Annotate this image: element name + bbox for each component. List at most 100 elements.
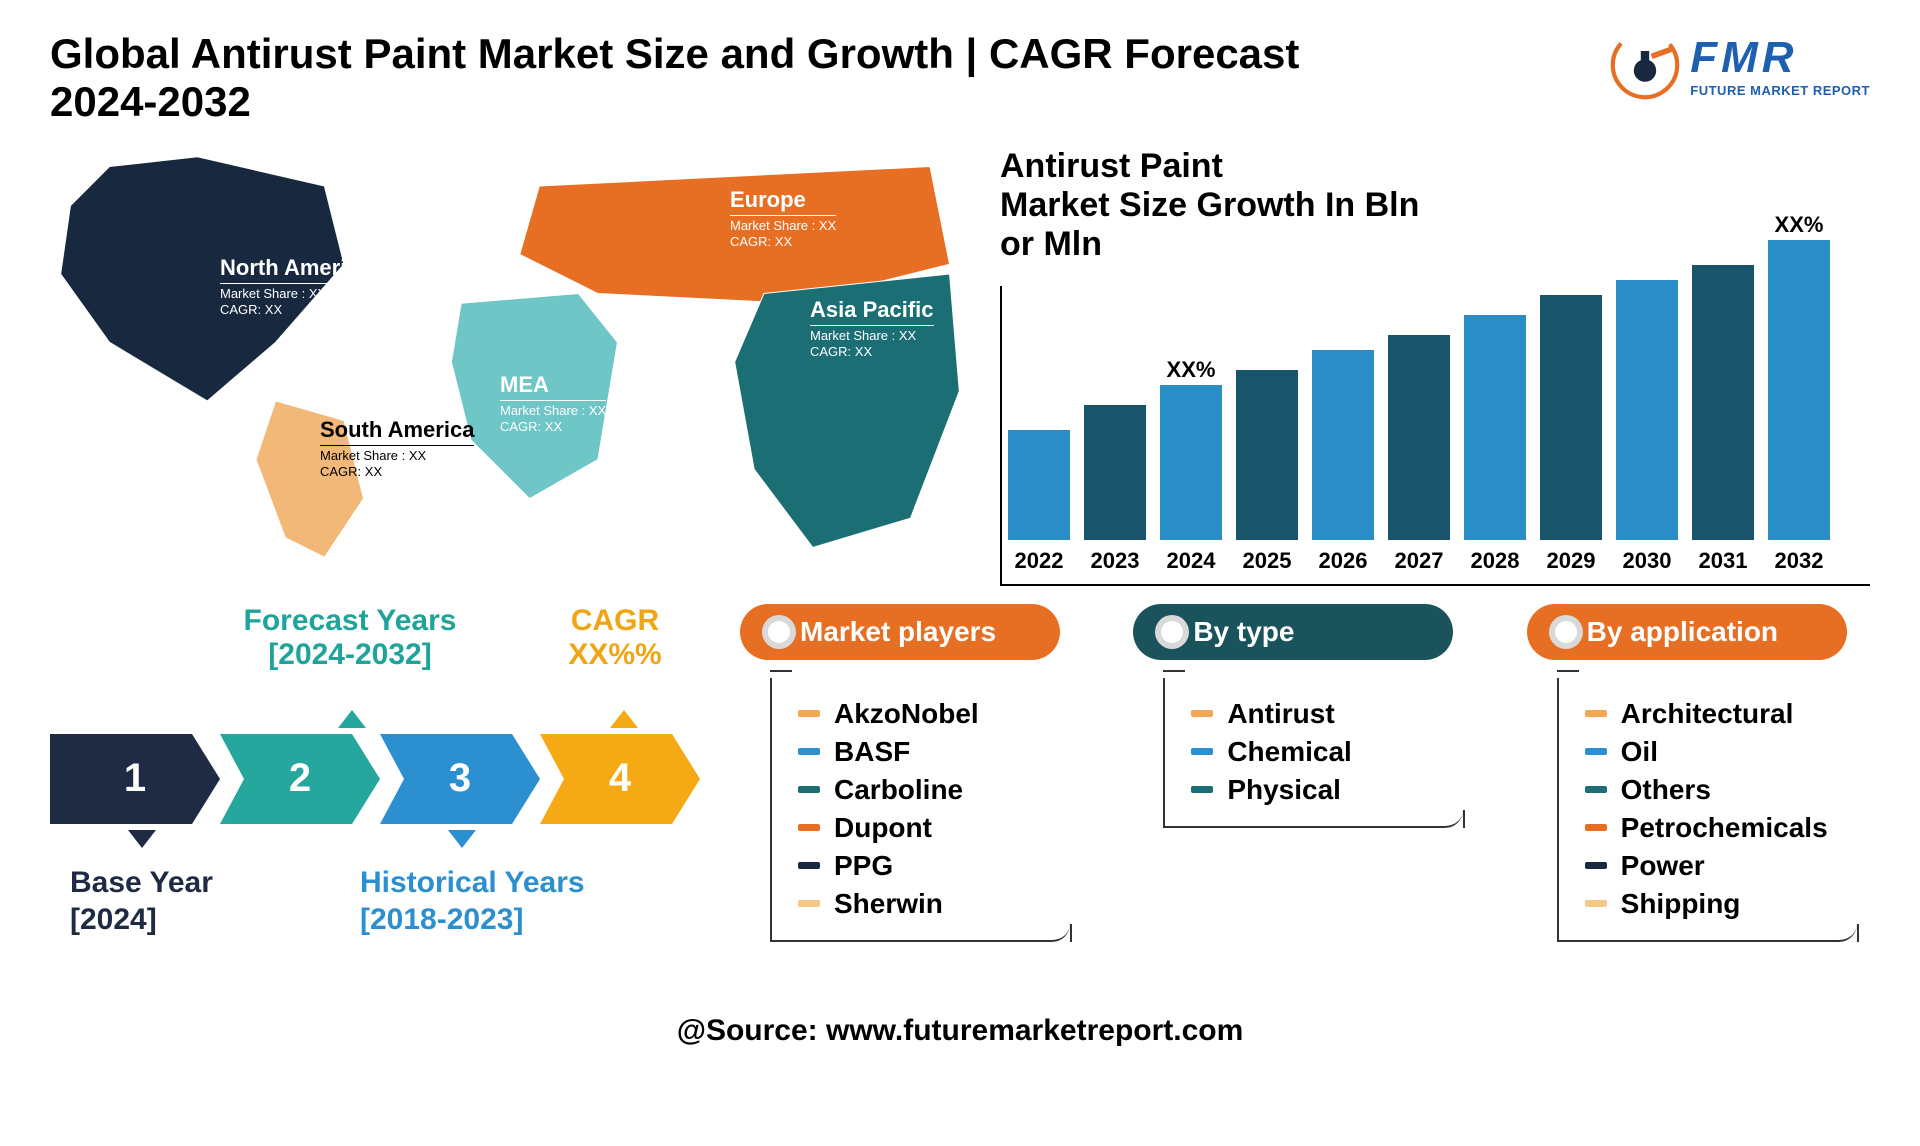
bar-rect xyxy=(1768,240,1830,540)
header: Global Antirust Paint Market Size and Gr… xyxy=(50,30,1870,127)
region-south_america: South America Market Share : XX CAGR: XX xyxy=(320,417,474,481)
bar-2032: XX% 2032 xyxy=(1768,240,1830,574)
cat-item: Dupont xyxy=(798,812,1070,844)
cat-item-label: Oil xyxy=(1621,736,1658,768)
category-col-1: By type Antirust Chemical Physical xyxy=(1133,604,1476,964)
bar-2022: 2022 xyxy=(1008,430,1070,574)
cat-item-label: AkzoNobel xyxy=(834,698,979,730)
bar-rect xyxy=(1084,405,1146,540)
cat-item-label: Physical xyxy=(1227,774,1341,806)
cat-item: BASF xyxy=(798,736,1070,768)
category-title: By application xyxy=(1587,616,1778,648)
bar-annotation: XX% xyxy=(1167,357,1216,383)
logo-fmr-text: FMR xyxy=(1690,33,1870,83)
hist-years-label: Historical Years [2018-2023] xyxy=(360,864,640,939)
bar-rect xyxy=(1388,335,1450,540)
region-share: Market Share : XX xyxy=(320,448,474,464)
cat-item-label: Antirust xyxy=(1227,698,1334,730)
bar-rect xyxy=(1160,385,1222,540)
category-list: Antirust Chemical Physical xyxy=(1163,678,1463,828)
region-share: Market Share : XX xyxy=(730,218,836,234)
cagr-label: CAGR XX%% xyxy=(550,604,680,673)
bar-2031: 2031 xyxy=(1692,265,1754,574)
cat-item-label: Power xyxy=(1621,850,1705,882)
bar-2027: 2027 xyxy=(1388,335,1450,574)
bar-2025: 2025 xyxy=(1236,370,1298,574)
y-axis xyxy=(1000,286,1002,584)
region-cagr: CAGR: XX xyxy=(730,234,836,250)
bar-label: 2032 xyxy=(1775,548,1824,574)
region-north_america: North America Market Share : XX CAGR: XX xyxy=(220,255,371,319)
dash-icon xyxy=(1585,748,1607,755)
category-list: AkzoNobel BASF Carboline Dupont PPG Sher… xyxy=(770,678,1070,942)
bar-rect xyxy=(1236,370,1298,540)
cat-item-label: Architectural xyxy=(1621,698,1794,730)
bar-rect xyxy=(1616,280,1678,540)
region-share: Market Share : XX xyxy=(500,403,606,419)
forecast-l2: [2024-2032] xyxy=(268,638,431,671)
timeline: Forecast Years [2024-2032] CAGR XX%% 1 2… xyxy=(50,604,700,964)
timeline-seg-4: 4 xyxy=(540,734,700,824)
cat-item: Sherwin xyxy=(798,888,1070,920)
bar-label: 2026 xyxy=(1319,548,1368,574)
hist-l1: Historical Years xyxy=(360,866,585,899)
dash-icon xyxy=(798,862,820,869)
dash-icon xyxy=(1585,862,1607,869)
dash-icon xyxy=(798,710,820,717)
bar-label: 2029 xyxy=(1547,548,1596,574)
bar-label: 2031 xyxy=(1699,548,1748,574)
bar-2026: 2026 xyxy=(1312,350,1374,574)
x-axis xyxy=(1000,584,1870,586)
timeline-seg-3: 3 xyxy=(380,734,540,824)
fmr-logo: FMR FUTURE MARKET REPORT xyxy=(1610,30,1870,100)
pill-dot-icon xyxy=(1549,615,1583,649)
bar-chart: Antirust PaintMarket Size Growth In Bln … xyxy=(1000,147,1870,574)
bar-2024: XX% 2024 xyxy=(1160,385,1222,574)
bar-2023: 2023 xyxy=(1084,405,1146,574)
cat-item-label: Carboline xyxy=(834,774,963,806)
arrow-segments: 1 2 3 4 xyxy=(50,734,700,824)
forecast-label: Forecast Years [2024-2032] xyxy=(225,604,475,673)
region-name: Asia Pacific xyxy=(810,297,934,326)
pill-dot-icon xyxy=(762,615,796,649)
cat-item-label: Others xyxy=(1621,774,1711,806)
bar-rect xyxy=(1008,430,1070,540)
category-pill: By type xyxy=(1133,604,1453,660)
region-share: Market Share : XX xyxy=(220,286,371,302)
region-name: South America xyxy=(320,417,474,446)
cat-item: Architectural xyxy=(1585,698,1857,730)
cat-item: AkzoNobel xyxy=(798,698,1070,730)
dash-icon xyxy=(798,748,820,755)
dash-icon xyxy=(1585,824,1607,831)
timeline-seg-2: 2 xyxy=(220,734,380,824)
cat-item: Chemical xyxy=(1191,736,1463,768)
bar-2029: 2029 xyxy=(1540,295,1602,574)
pill-dot-icon xyxy=(1155,615,1189,649)
cat-item-label: BASF xyxy=(834,736,910,768)
category-pill: By application xyxy=(1527,604,1847,660)
region-asia_pacific: Asia Pacific Market Share : XX CAGR: XX xyxy=(810,297,934,361)
bar-label: 2027 xyxy=(1395,548,1444,574)
category-columns: Market players AkzoNobel BASF Carboline … xyxy=(740,604,1870,964)
chart-title: Antirust PaintMarket Size Growth In Bln … xyxy=(1000,147,1420,264)
cat-item-label: Sherwin xyxy=(834,888,943,920)
category-col-0: Market players AkzoNobel BASF Carboline … xyxy=(740,604,1083,964)
dash-icon xyxy=(1191,748,1213,755)
region-cagr: CAGR: XX xyxy=(810,344,934,360)
page-title: Global Antirust Paint Market Size and Gr… xyxy=(50,30,1350,127)
cagr-l1: CAGR xyxy=(571,604,659,637)
dash-icon xyxy=(798,786,820,793)
bar-2030: 2030 xyxy=(1616,280,1678,574)
triangle-cagr_up xyxy=(610,710,638,728)
cat-item: Carboline xyxy=(798,774,1070,806)
region-mea: MEA Market Share : XX CAGR: XX xyxy=(500,372,606,436)
cat-item: Oil xyxy=(1585,736,1857,768)
logo-sub-text: FUTURE MARKET REPORT xyxy=(1690,83,1870,98)
region-name: Europe xyxy=(730,187,836,216)
cat-item: Antirust xyxy=(1191,698,1463,730)
world-map: North America Market Share : XX CAGR: XX… xyxy=(50,147,970,567)
dash-icon xyxy=(1585,786,1607,793)
cat-item-label: Chemical xyxy=(1227,736,1352,768)
base-l2: [2024] xyxy=(70,903,157,936)
bar-label: 2022 xyxy=(1015,548,1064,574)
